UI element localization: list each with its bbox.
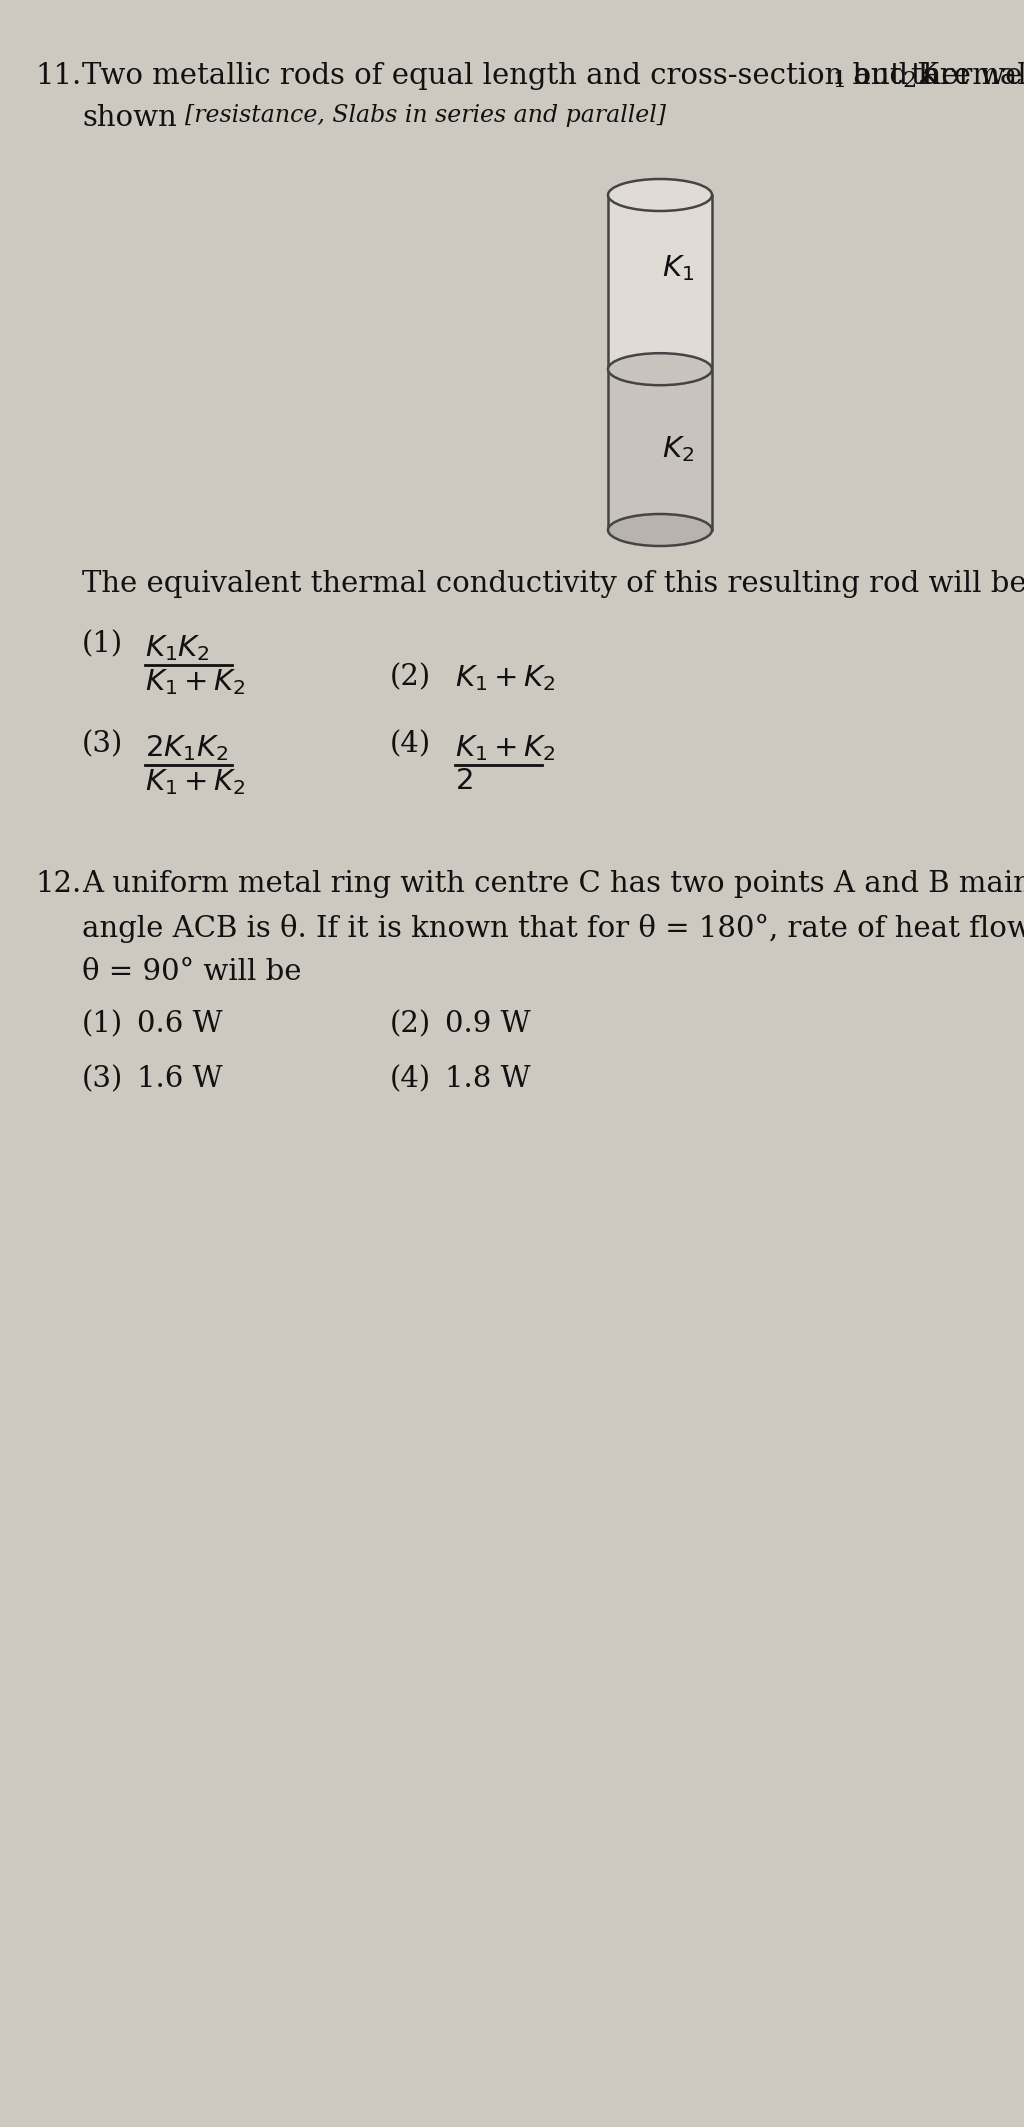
- Text: A uniform metal ring with centre C has two points A and B maintained at two diff: A uniform metal ring with centre C has t…: [82, 870, 1024, 898]
- Text: (3): (3): [82, 730, 123, 757]
- Text: $K_1 + K_2$: $K_1 + K_2$: [455, 734, 556, 764]
- Text: (4): (4): [390, 1066, 431, 1093]
- Text: 1.8 W: 1.8 W: [445, 1066, 530, 1093]
- Text: 0.6 W: 0.6 W: [137, 1010, 222, 1038]
- Ellipse shape: [608, 353, 712, 385]
- Text: (1): (1): [82, 630, 123, 657]
- Ellipse shape: [608, 179, 712, 211]
- Text: θ = 90° will be: θ = 90° will be: [82, 957, 301, 987]
- Text: $K_1 + K_2$: $K_1 + K_2$: [455, 664, 556, 693]
- Text: $K_1$: $K_1$: [662, 253, 694, 283]
- Text: shown: shown: [82, 104, 177, 132]
- Text: The equivalent thermal conductivity of this resulting rod will be: The equivalent thermal conductivity of t…: [82, 570, 1024, 598]
- Text: $K_1 + K_2$: $K_1 + K_2$: [145, 668, 246, 698]
- Text: $K_1 + K_2$: $K_1 + K_2$: [145, 768, 246, 798]
- Text: [resistance, Slabs in series and parallel]: [resistance, Slabs in series and paralle…: [185, 104, 666, 128]
- Text: and K: and K: [844, 62, 939, 89]
- Text: angle ACB is θ. If it is known that for θ = 180°, rate of heat flow from A to B : angle ACB is θ. If it is known that for …: [82, 915, 1024, 942]
- Text: 0.9 W: 0.9 W: [445, 1010, 530, 1038]
- Text: (2): (2): [390, 1010, 431, 1038]
- Text: (1): (1): [82, 1010, 123, 1038]
- Text: 1: 1: [831, 70, 846, 91]
- Text: are welded as: are welded as: [913, 62, 1024, 89]
- Bar: [608, 196, 712, 370]
- Text: (3): (3): [82, 1066, 123, 1093]
- Text: $2K_1K_2$: $2K_1K_2$: [145, 734, 228, 764]
- Text: $K_2$: $K_2$: [662, 434, 694, 464]
- Text: Two metallic rods of equal length and cross-section but thermal conductivities K: Two metallic rods of equal length and cr…: [82, 62, 1024, 89]
- Text: $K_1K_2$: $K_1K_2$: [145, 634, 210, 664]
- Text: (4): (4): [390, 730, 431, 757]
- Text: (2): (2): [390, 664, 431, 691]
- Text: 1.6 W: 1.6 W: [137, 1066, 222, 1093]
- Text: 11.: 11.: [35, 62, 81, 89]
- Text: 12.: 12.: [35, 870, 81, 898]
- Bar: [608, 370, 712, 530]
- Ellipse shape: [608, 515, 712, 547]
- Text: $2$: $2$: [455, 768, 473, 795]
- Text: 2: 2: [902, 70, 916, 91]
